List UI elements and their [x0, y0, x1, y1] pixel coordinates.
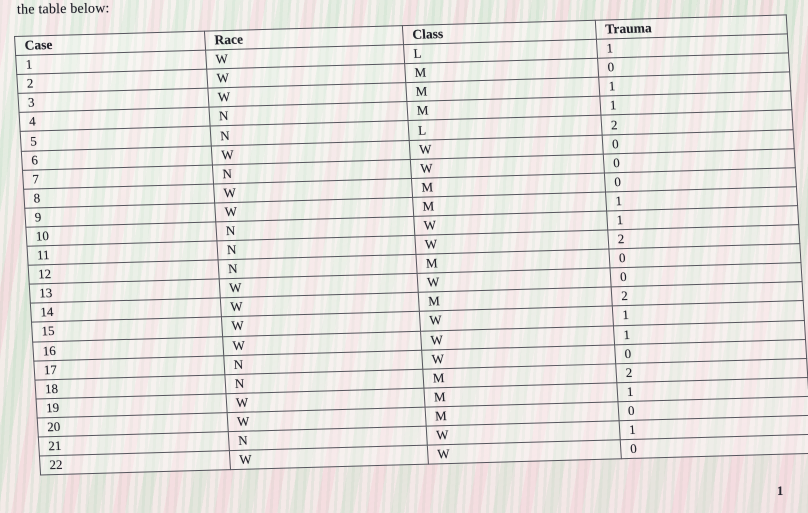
intro-text: the table below: — [16, 1, 110, 18]
table-body: 1 W L 1 2 W M 0 3 W M 1 4 N M 1 5 N L 2 6 W W 0 7 N W 0 8 W M 0 9 W M 1 10 N W… — [15, 33, 808, 476]
cell-class: W — [427, 439, 622, 465]
cell-case: 22 — [39, 450, 231, 476]
cell-trauma: 0 — [620, 434, 808, 459]
cell-race: W — [229, 445, 429, 470]
page-number: 1 — [777, 484, 784, 498]
